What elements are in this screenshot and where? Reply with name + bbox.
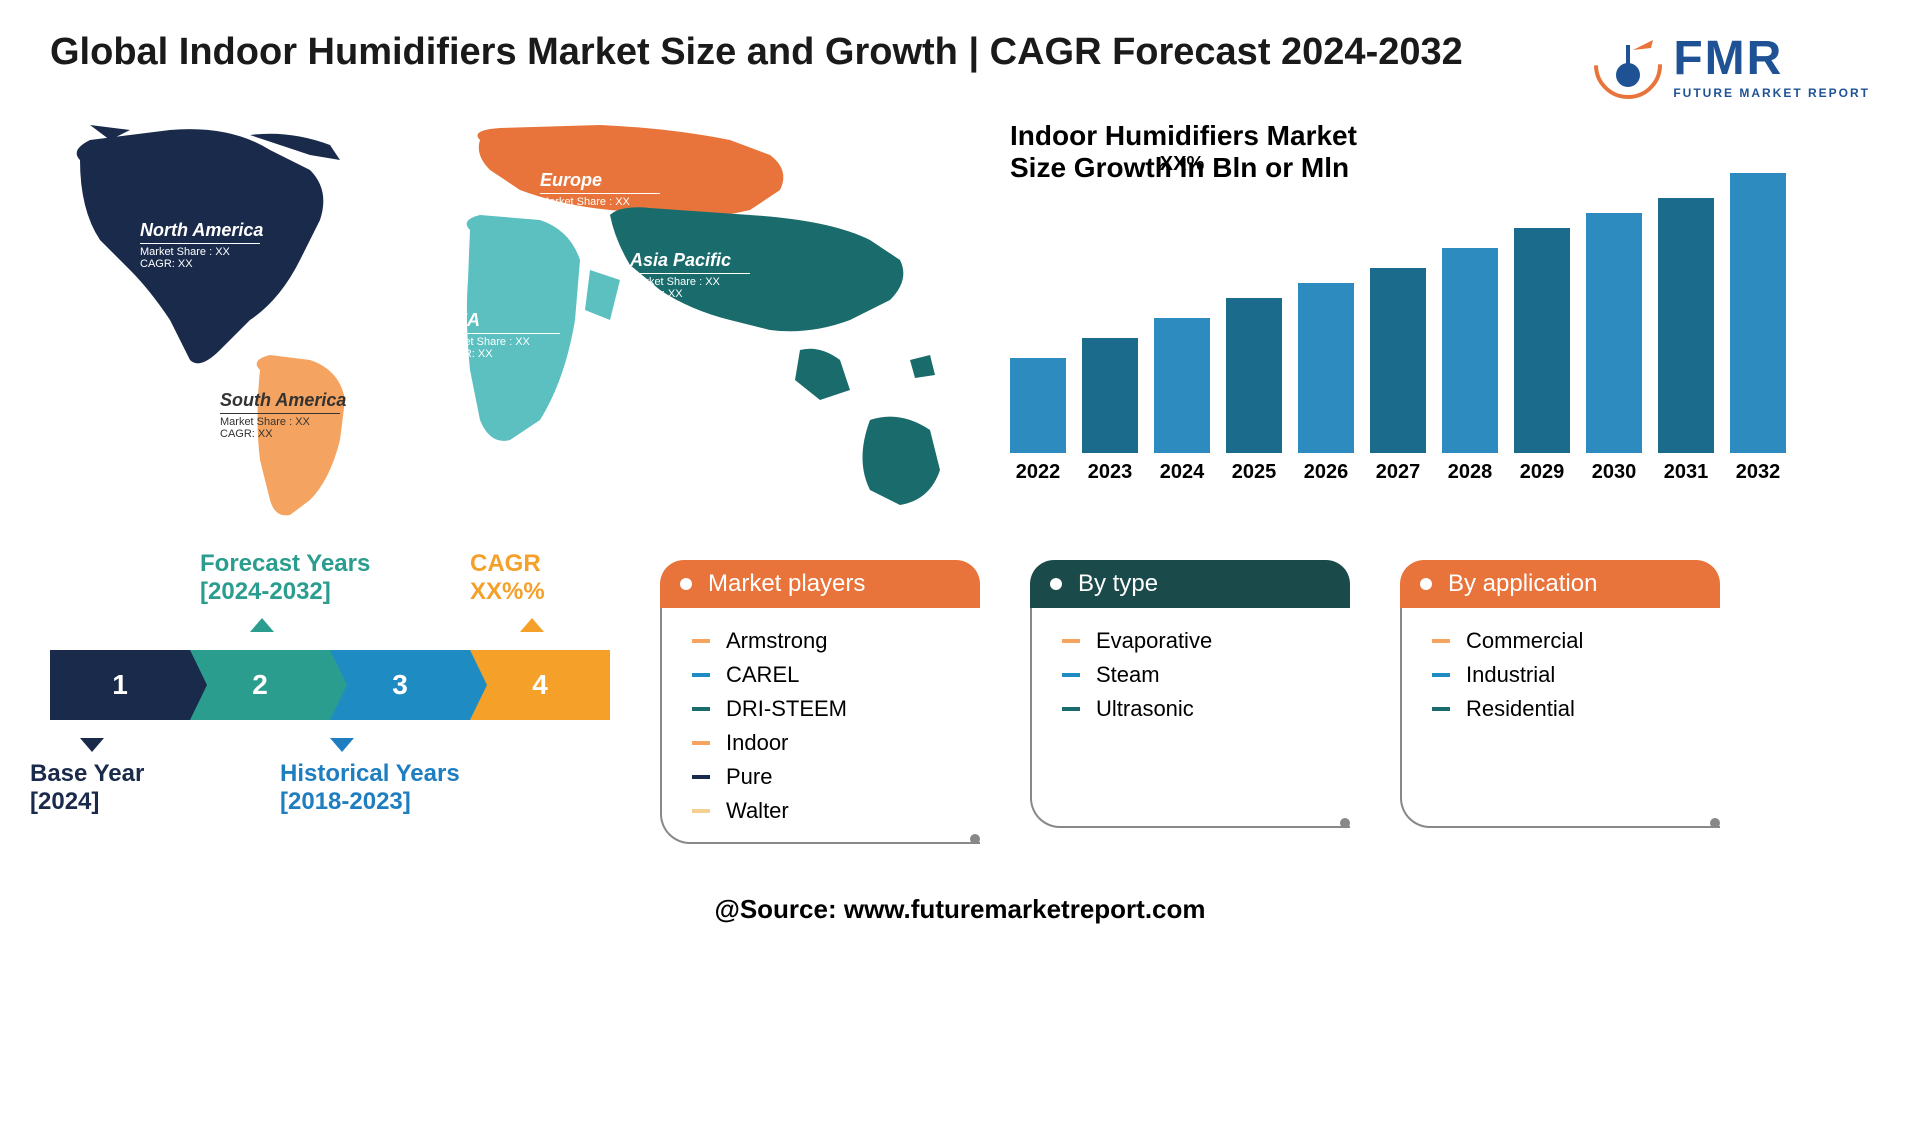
footer-source: @Source: www.futuremarketreport.com — [50, 894, 1870, 925]
info-item: Walter — [692, 798, 970, 824]
logo-text: FMR — [1673, 31, 1870, 86]
info-item: Indoor — [692, 730, 970, 756]
region-label-europe: EuropeMarket Share : XXCAGR: XX — [540, 170, 660, 220]
timeline-label: Forecast Years[2024-2032] — [200, 550, 370, 606]
bars-container: 20222023XX%20242025202620272028202920302… — [1010, 204, 1870, 484]
bar-2029: 2029 — [1514, 228, 1570, 484]
info-box-by-application: By application Commercial Industrial Reside… — [1400, 560, 1720, 844]
info-item: Industrial — [1432, 662, 1710, 688]
bar-2031: 2031 — [1658, 198, 1714, 484]
region-label-asia-pacific: Asia PacificMarket Share : XXCAGR: XX — [630, 250, 750, 300]
logo-subtitle: FUTURE MARKET REPORT — [1673, 86, 1870, 100]
timeline: Forecast Years[2024-2032]CAGRXX%%Base Ye… — [50, 560, 610, 720]
bar-2024: XX%2024 — [1154, 318, 1210, 484]
info-header: By type — [1030, 560, 1350, 608]
info-header: By application — [1400, 560, 1720, 608]
timeline-label: CAGRXX%% — [470, 550, 545, 606]
info-body: Evaporative Steam Ultrasonic — [1030, 608, 1350, 828]
bar-2030: 2030 — [1586, 213, 1642, 484]
info-box-by-type: By type Evaporative Steam Ultrasonic — [1030, 560, 1350, 844]
info-header: Market players — [660, 560, 980, 608]
info-item: Evaporative — [1062, 628, 1340, 654]
info-item: Ultrasonic — [1062, 696, 1340, 722]
bar-2028: 2028 — [1442, 248, 1498, 484]
region-label-mea: MEAMarket Share : XXCAGR: XX — [440, 310, 560, 360]
timeline-label: Base Year[2024] — [30, 760, 144, 816]
timeline-segment-1: 1 — [50, 650, 190, 720]
info-item: CAREL — [692, 662, 970, 688]
timeline-segment-4: 4 — [470, 650, 610, 720]
world-map: North AmericaMarket Share : XXCAGR: XX So… — [50, 120, 970, 520]
bar-2023: 2023 — [1082, 338, 1138, 484]
info-item: Commercial — [1432, 628, 1710, 654]
timeline-segment-2: 2 — [190, 650, 330, 720]
timeline-label: Historical Years[2018-2023] — [280, 760, 460, 816]
bar-2032: XX%2032 — [1730, 173, 1786, 484]
info-item: Steam — [1062, 662, 1340, 688]
info-body: Armstrong CAREL DRI-STEEM Indoor Pure Walter — [660, 608, 980, 844]
bar-2026: 2026 — [1298, 283, 1354, 484]
page-title: Global Indoor Humidifiers Market Size an… — [50, 30, 1463, 76]
logo: FMR FUTURE MARKET REPORT — [1593, 30, 1870, 100]
chart-title: Indoor Humidifiers Market Size Growth In… — [1010, 120, 1410, 184]
timeline-segment-3: 3 — [330, 650, 470, 720]
bar-2027: 2027 — [1370, 268, 1426, 484]
info-item: Armstrong — [692, 628, 970, 654]
info-body: Commercial Industrial Residential — [1400, 608, 1720, 828]
bar-chart: Indoor Humidifiers Market Size Growth In… — [1010, 120, 1870, 520]
info-item: Residential — [1432, 696, 1710, 722]
info-box-market-players: Market players Armstrong CAREL DRI-STEEM Ind… — [660, 560, 980, 844]
bar-2025: 2025 — [1226, 298, 1282, 484]
logo-icon — [1593, 30, 1663, 100]
info-item: DRI-STEEM — [692, 696, 970, 722]
bar-2022: 2022 — [1010, 358, 1066, 484]
timeline-bar: 1234 — [50, 650, 610, 720]
info-item: Pure — [692, 764, 970, 790]
region-label-south-america: South AmericaMarket Share : XXCAGR: XX — [220, 390, 346, 440]
region-label-north-america: North AmericaMarket Share : XXCAGR: XX — [140, 220, 263, 270]
